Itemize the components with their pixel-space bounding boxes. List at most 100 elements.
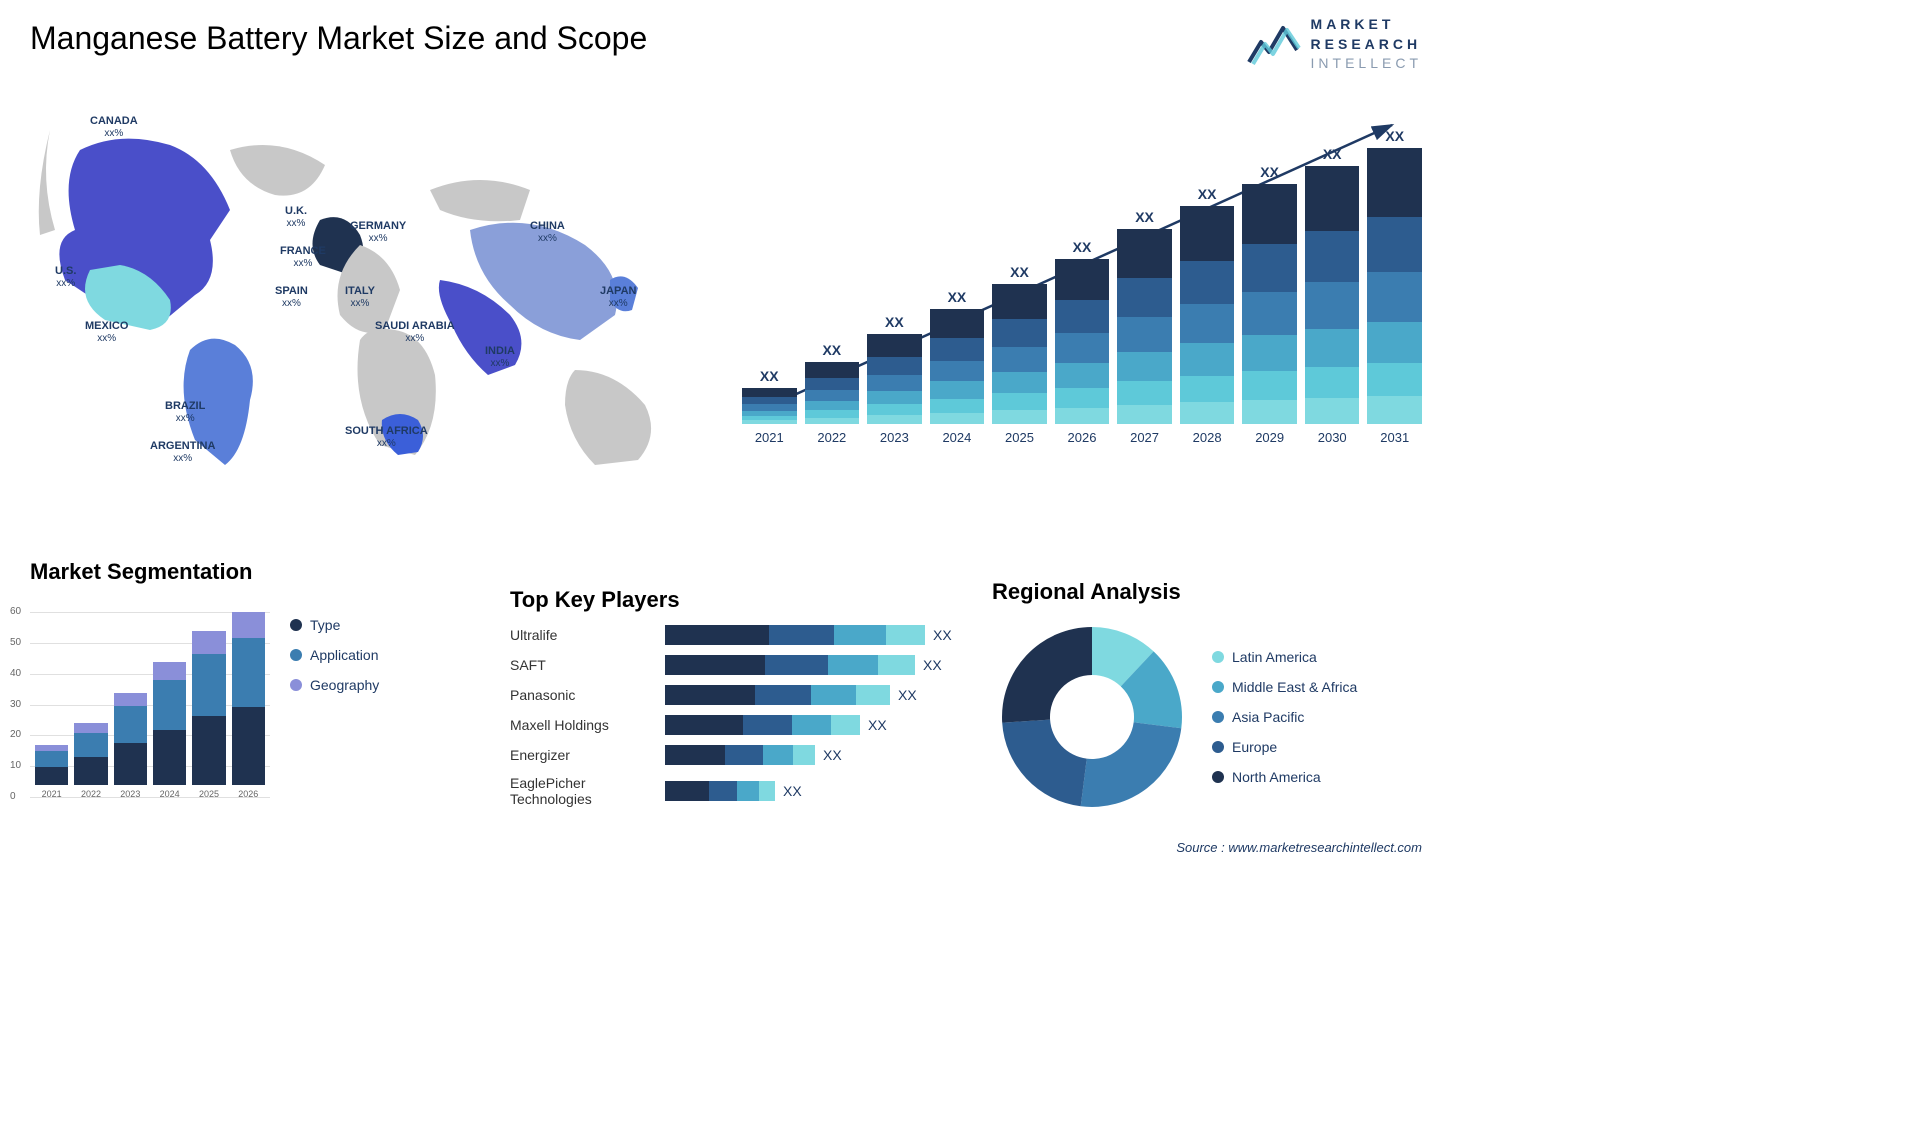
page-title: Manganese Battery Market Size and Scope	[30, 20, 647, 57]
segmentation-chart: 0102030405060202120222023202420252026	[30, 597, 270, 817]
bar-value-label: XX	[1323, 146, 1342, 162]
player-name: SAFT	[510, 657, 665, 673]
player-name: Panasonic	[510, 687, 665, 703]
regional-title: Regional Analysis	[992, 579, 1422, 605]
players-section: Top Key Players UltralifeXXSAFTXXPanason…	[510, 587, 960, 817]
player-row: EaglePicher Technologies XX	[510, 775, 960, 807]
country-label: BRAZILxx%	[165, 400, 205, 425]
segmentation-legend: Type Application Geography	[290, 597, 379, 817]
country-label: SAUDI ARABIAxx%	[375, 320, 455, 345]
player-name: Ultralife	[510, 627, 665, 643]
player-row: SAFT XX	[510, 655, 960, 675]
seg-bar-col: 2025	[192, 631, 225, 799]
player-value: XX	[923, 657, 942, 673]
main-bar-col: XX 2028	[1180, 186, 1235, 445]
donut-slice	[1002, 720, 1087, 807]
bar-year-label: 2022	[817, 430, 846, 445]
bar-value-label: XX	[760, 368, 779, 384]
country-label: SOUTH AFRICAxx%	[345, 425, 428, 450]
segmentation-title: Market Segmentation	[30, 559, 460, 585]
player-value: XX	[898, 687, 917, 703]
bar-year-label: 2026	[1068, 430, 1097, 445]
regional-donut-chart	[992, 617, 1192, 817]
bar-value-label: XX	[1385, 128, 1404, 144]
main-bar-col: XX 2025	[992, 264, 1047, 445]
player-value: XX	[783, 783, 802, 799]
bar-year-label: 2030	[1318, 430, 1347, 445]
country-label: FRANCExx%	[280, 245, 326, 270]
main-bar-col: XX 2021	[742, 368, 797, 445]
bar-value-label: XX	[885, 314, 904, 330]
seg-bar-col: 2021	[35, 745, 68, 799]
country-label: MEXICOxx%	[85, 320, 128, 345]
country-label: SPAINxx%	[275, 285, 308, 310]
bar-year-label: 2031	[1380, 430, 1409, 445]
player-row: Panasonic XX	[510, 685, 960, 705]
logo-mark-icon	[1245, 16, 1301, 72]
bar-value-label: XX	[1198, 186, 1217, 202]
country-label: CHINAxx%	[530, 220, 565, 245]
country-label: GERMANYxx%	[350, 220, 406, 245]
country-label: U.K.xx%	[285, 205, 307, 230]
player-row: Ultralife XX	[510, 625, 960, 645]
seg-bar-col: 2024	[153, 662, 186, 799]
bar-value-label: XX	[1010, 264, 1029, 280]
main-bar-col: XX 2022	[805, 342, 860, 445]
world-map: CANADAxx% U.S.xx% MEXICOxx% BRAZILxx% ARGENT…	[20, 90, 720, 490]
segmentation-section: Market Segmentation 01020304050602021202…	[30, 559, 460, 817]
bar-value-label: XX	[1135, 209, 1154, 225]
donut-slice	[1081, 722, 1182, 807]
bar-year-label: 2023	[880, 430, 909, 445]
main-bar-col: XX 2026	[1055, 239, 1110, 445]
legend-item: Application	[290, 647, 379, 663]
players-title: Top Key Players	[510, 587, 960, 613]
seg-bar-col: 2026	[232, 612, 265, 799]
player-value: XX	[868, 717, 887, 733]
bar-value-label: XX	[948, 289, 967, 305]
brand-logo: MARKET RESEARCH INTELLECT	[1245, 15, 1422, 74]
bar-year-label: 2024	[942, 430, 971, 445]
bar-year-label: 2029	[1255, 430, 1284, 445]
donut-slice	[1002, 627, 1092, 723]
legend-item: Europe	[1212, 739, 1357, 755]
bar-value-label: XX	[1073, 239, 1092, 255]
bar-year-label: 2025	[1005, 430, 1034, 445]
country-label: U.S.xx%	[55, 265, 76, 290]
source-text: Source : www.marketresearchintellect.com	[1176, 840, 1422, 855]
player-name: Maxell Holdings	[510, 717, 665, 733]
main-bar-chart: XX 2021 XX 2022 XX 2023 XX 2024 XX 2025 XX 2026 XX 20…	[742, 100, 1422, 470]
player-value: XX	[933, 627, 952, 643]
main-bar-col: XX 2027	[1117, 209, 1172, 445]
legend-item: North America	[1212, 769, 1357, 785]
regional-section: Regional Analysis Latin America Middle Ea…	[992, 579, 1422, 817]
legend-item: Latin America	[1212, 649, 1357, 665]
legend-item: Geography	[290, 677, 379, 693]
bar-year-label: 2027	[1130, 430, 1159, 445]
regional-legend: Latin America Middle East & Africa Asia Pa…	[1212, 649, 1357, 785]
main-bar-col: XX 2030	[1305, 146, 1360, 445]
main-bar-col: XX 2023	[867, 314, 922, 445]
seg-bar-col: 2023	[114, 693, 147, 800]
main-bar-col: XX 2029	[1242, 164, 1297, 445]
main-bar-col: XX 2024	[930, 289, 985, 445]
legend-item: Asia Pacific	[1212, 709, 1357, 725]
country-label: ARGENTINAxx%	[150, 440, 215, 465]
bar-value-label: XX	[822, 342, 841, 358]
player-value: XX	[823, 747, 842, 763]
country-label: CANADAxx%	[90, 115, 138, 140]
player-name: Energizer	[510, 747, 665, 763]
main-bar-col: XX 2031	[1367, 128, 1422, 445]
player-row: Energizer XX	[510, 745, 960, 765]
country-label: ITALYxx%	[345, 285, 375, 310]
player-name: EaglePicher Technologies	[510, 775, 665, 807]
legend-item: Middle East & Africa	[1212, 679, 1357, 695]
country-label: INDIAxx%	[485, 345, 515, 370]
country-label: JAPANxx%	[600, 285, 636, 310]
bar-value-label: XX	[1260, 164, 1279, 180]
legend-item: Type	[290, 617, 379, 633]
logo-text: MARKET RESEARCH INTELLECT	[1311, 15, 1422, 74]
player-row: Maxell Holdings XX	[510, 715, 960, 735]
bar-year-label: 2028	[1193, 430, 1222, 445]
seg-bar-col: 2022	[74, 723, 107, 799]
bar-year-label: 2021	[755, 430, 784, 445]
